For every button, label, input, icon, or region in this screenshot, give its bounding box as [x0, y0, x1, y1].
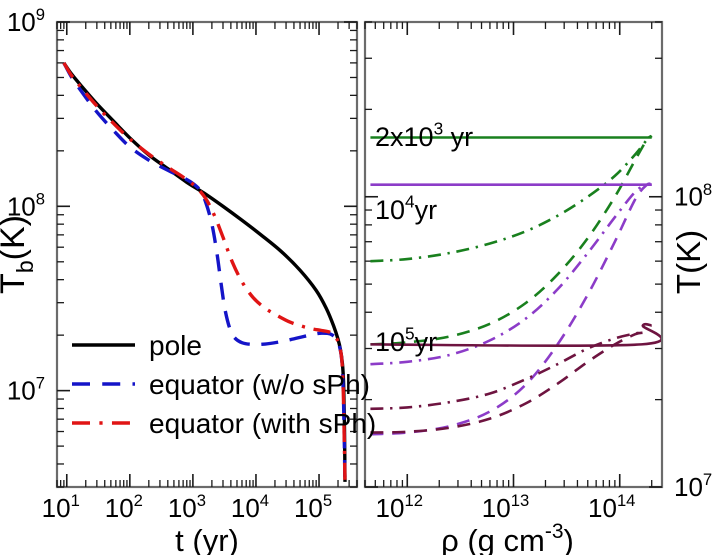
- right-xtick-label: 1013: [482, 491, 529, 523]
- label-mantissa: 10: [168, 493, 197, 523]
- right-xaxis-label: ρ (g cm-3): [441, 520, 574, 555]
- label-exponent: 5: [323, 491, 332, 510]
- yaxis-label-tail: (K): [0, 215, 32, 260]
- curve-10-4-yr-equator-with-sph-dashdot-: [370, 182, 652, 366]
- left-xaxis-label: t (yr): [175, 523, 239, 555]
- label-exponent: 13: [511, 491, 530, 510]
- curve-2x10-3-yr-equator-w-o-sph-dashed-: [370, 134, 653, 346]
- label-mantissa: 10: [674, 182, 703, 212]
- xaxis-label-sup: -3: [545, 520, 564, 543]
- label-exponent: 9: [36, 5, 45, 24]
- curve-2x10-3-yr-equator-with-sph-dashdot-: [370, 134, 653, 263]
- right-ytick-label: 108: [674, 180, 712, 212]
- right-xtick-label: 1012: [376, 491, 423, 523]
- left-ytick-label: 107: [7, 374, 45, 406]
- curve-equator-w-o-sph-: [62, 62, 347, 485]
- label-mantissa: 10: [482, 493, 511, 523]
- label-exponent: 14: [617, 491, 636, 510]
- label-mantissa: 10: [231, 493, 260, 523]
- right-ytick-label: 107: [674, 470, 712, 502]
- label-mantissa: 10: [105, 493, 134, 523]
- right-panel-annotation: 104yr: [375, 192, 437, 225]
- label-mantissa: 10: [294, 493, 323, 523]
- left-panel-frame: [55, 20, 359, 489]
- left-ytick-label: 109: [7, 5, 45, 37]
- right-yaxis-label: T(K): [670, 230, 707, 294]
- label-mantissa: 10: [7, 191, 36, 221]
- label-exponent: 3: [434, 119, 444, 139]
- label-exponent: 3: [197, 491, 206, 510]
- xaxis-label-main: ρ (g cm: [441, 523, 545, 555]
- label-tail: yr: [443, 122, 473, 152]
- label-exponent: 1: [71, 491, 80, 510]
- legend-label-0: pole: [149, 330, 202, 361]
- legend-label-1: equator (w/o sPh): [149, 369, 370, 400]
- xaxis-label-tail: ): [564, 523, 574, 555]
- label-exponent: 8: [703, 180, 712, 199]
- left-xtick-label: 104: [231, 491, 269, 523]
- label-mantissa: 10: [7, 376, 36, 406]
- label-tail: yr: [415, 327, 438, 357]
- left-xtick-label: 101: [42, 491, 80, 523]
- label-mantissa: 10: [42, 493, 71, 523]
- left-ytick-label: 108: [7, 189, 45, 221]
- left-yaxis-label: Tb(K): [0, 215, 38, 294]
- curve-10-5-yr-equator-with-sph-dashdot-: [370, 331, 643, 411]
- label-exponent: 8: [36, 189, 45, 208]
- label-mantissa: 10: [375, 195, 405, 225]
- curve-10-5-yr-equator-w-o-sph-dashed-: [370, 331, 644, 434]
- legend-label-2: equator (with sPh): [149, 408, 376, 439]
- label-mantissa: 10: [375, 327, 405, 357]
- left-xtick-label: 103: [168, 491, 206, 523]
- label-mantissa: 10: [7, 7, 36, 37]
- right-panel-annotation: 105yr: [375, 324, 437, 357]
- label-exponent: 7: [36, 374, 45, 393]
- label-mantissa: 10: [588, 493, 617, 523]
- curve-10-4-yr-equator-w-o-sph-dashed-: [370, 182, 653, 436]
- label-tail: yr: [415, 195, 438, 225]
- label-exponent: 4: [405, 192, 415, 212]
- label-exponent: 12: [404, 491, 423, 510]
- label-mantissa: 10: [674, 472, 703, 502]
- yaxis-label-sub: b: [12, 260, 38, 273]
- curve-10-5-yr-pole-solid-: [370, 322, 661, 348]
- label-exponent: 5: [405, 324, 415, 344]
- label-exponent: 4: [260, 491, 269, 510]
- yaxis-label-main: T: [0, 273, 32, 294]
- label-exponent: 7: [703, 470, 712, 489]
- right-xtick-label: 1014: [588, 491, 635, 523]
- left-xtick-label: 105: [294, 491, 332, 523]
- right-panel-annotation: 2x103 yr: [375, 119, 473, 152]
- left-xtick-label: 102: [105, 491, 143, 523]
- label-exponent: 2: [134, 491, 143, 510]
- label-mantissa: 10: [376, 493, 405, 523]
- right-panel-frame: [363, 20, 664, 489]
- label-mantissa: 2x10: [375, 122, 434, 152]
